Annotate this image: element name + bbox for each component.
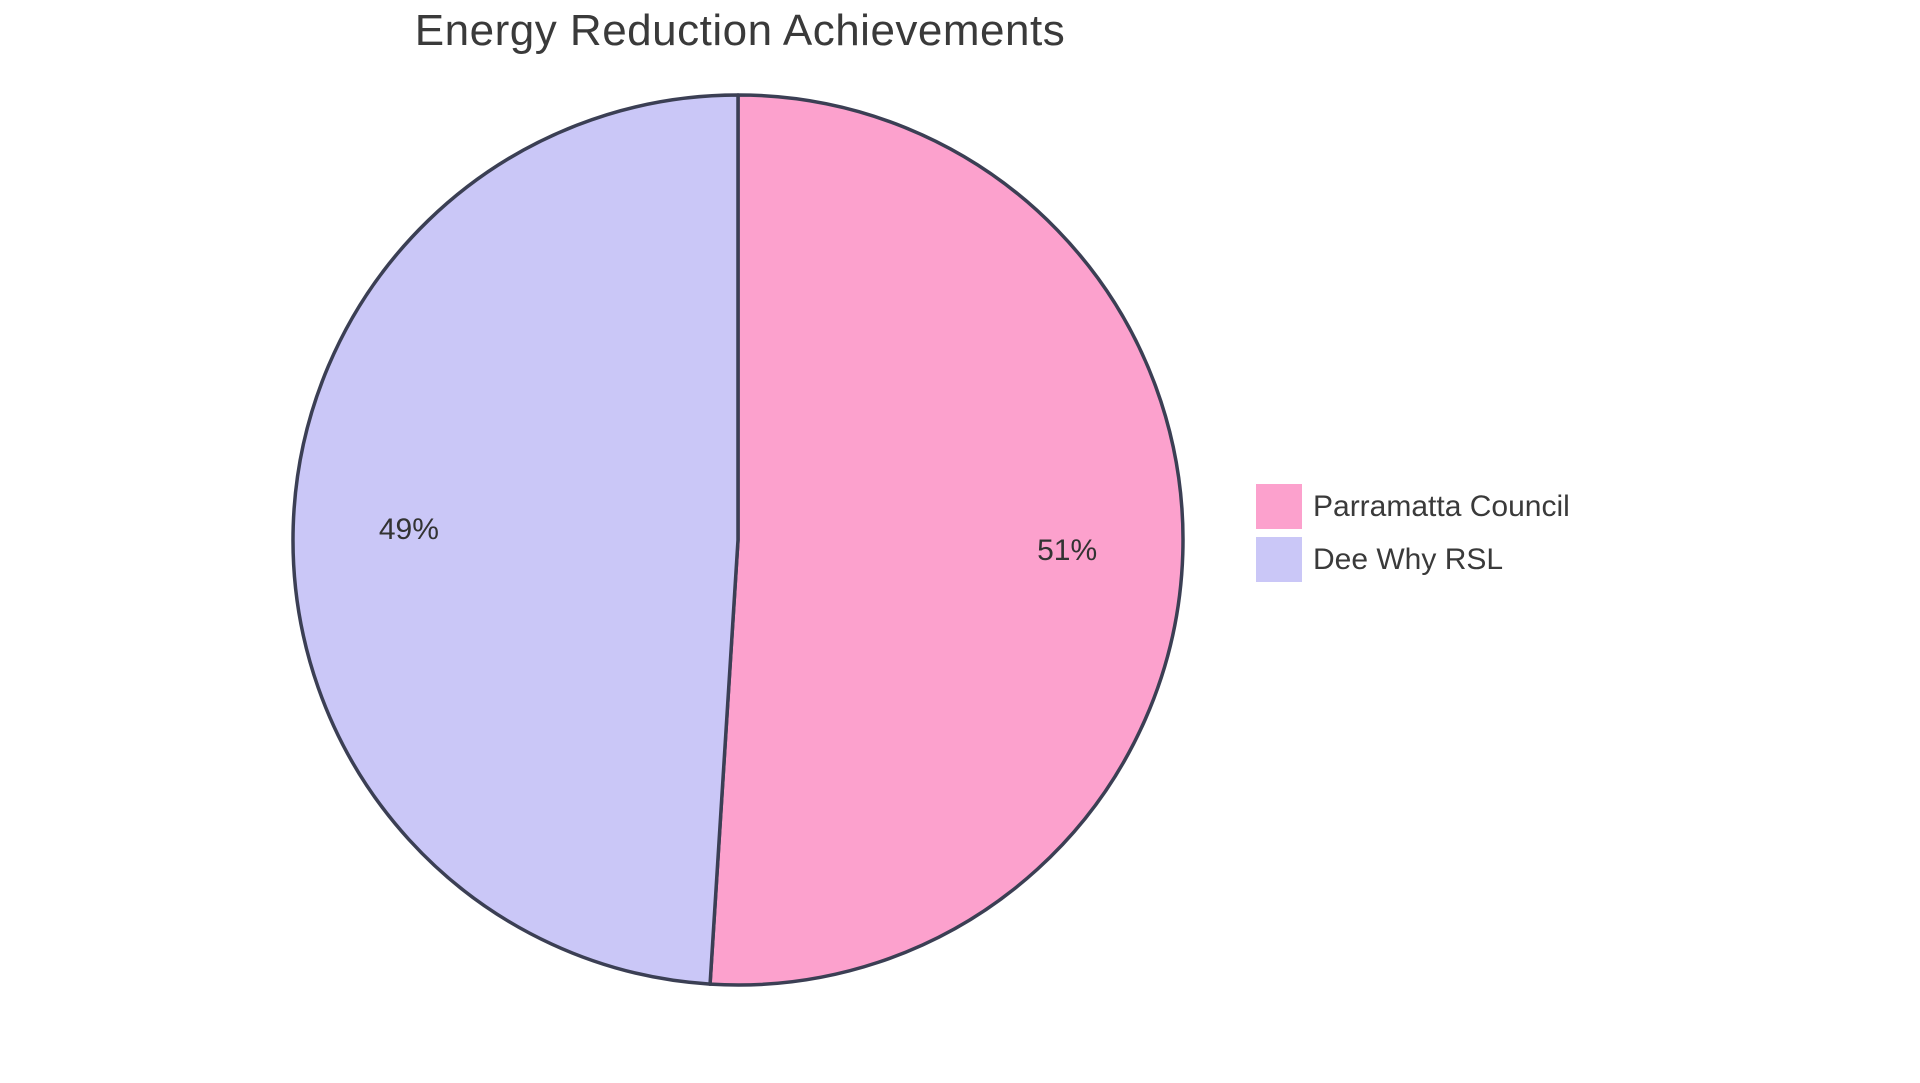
- legend-label: Dee Why RSL: [1313, 542, 1504, 576]
- legend-swatch: [1256, 537, 1302, 582]
- chart-title: Energy Reduction Achievements: [414, 6, 1066, 55]
- legend-item-parramatta-council[interactable]: Parramatta Council: [1256, 484, 1570, 529]
- slice-percentage-label: 51%: [1037, 534, 1097, 567]
- legend-item-dee-why-rsl[interactable]: Dee Why RSL: [1256, 537, 1570, 582]
- slice-percentage-label: 49%: [379, 513, 439, 546]
- legend-swatch: [1256, 484, 1302, 529]
- pie-slice-parramatta-council[interactable]: [708, 93, 1185, 987]
- legend-label: Parramatta Council: [1313, 489, 1570, 523]
- pie-slice-dee-why-rsl[interactable]: [291, 93, 740, 986]
- legend: Parramatta Council Dee Why RSL: [1256, 484, 1570, 582]
